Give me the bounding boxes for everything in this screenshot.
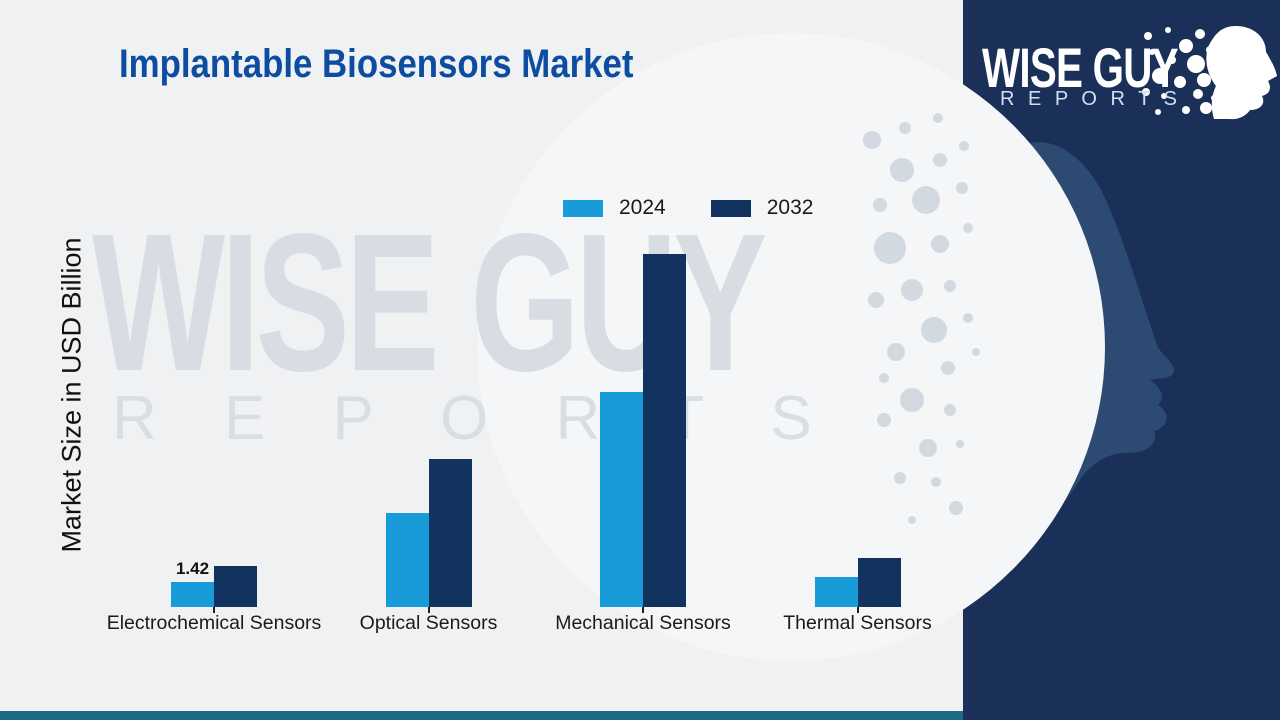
x-tick-electrochemical-sensors — [213, 607, 215, 613]
bar-2024-mechanical-sensors — [600, 391, 643, 607]
legend-swatch-2032 — [710, 199, 751, 217]
watermark-wordmark-sub: R E P O R T S — [112, 384, 837, 453]
x-tick-thermal-sensors — [856, 607, 859, 613]
legend-item-2032: 2032 — [710, 196, 814, 220]
bar-2032-mechanical-sensors — [643, 254, 686, 607]
category-label-mechanical-sensors: Mechanical Sensors — [555, 612, 731, 634]
bar-2032-thermal-sensors — [857, 557, 901, 607]
bar-value-label: 1.42 — [175, 558, 210, 578]
brand-wordmark: WISE GUY — [982, 36, 1179, 99]
legend-label-2032: 2032 — [766, 196, 814, 219]
bar-2032-optical-sensors — [428, 458, 472, 607]
brand-wordmark-sub: R E P O R T S — [1000, 88, 1181, 110]
category-label-thermal-sensors: Thermal Sensors — [783, 612, 932, 634]
legend-label-2024: 2024 — [619, 196, 666, 219]
watermark-dots — [863, 113, 980, 524]
page-title: Implantable Biosensors Market — [119, 42, 634, 86]
bar-2024-electrochemical-sensors — [171, 581, 214, 607]
x-tick-mechanical-sensors — [642, 607, 644, 613]
bar-2024-optical-sensors — [385, 513, 429, 607]
bottom-accent-strip — [0, 711, 1280, 720]
category-label-electrochemical-sensors: Electrochemical Sensors — [106, 612, 322, 634]
bar-2024-thermal-sensors — [814, 576, 858, 607]
bar-2032-electrochemical-sensors — [214, 566, 257, 607]
legend: 2024 2032 — [563, 196, 813, 220]
legend-item-2024: 2024 — [563, 196, 666, 220]
legend-swatch-2024 — [563, 199, 603, 217]
category-label-optical-sensors: Optical Sensors — [359, 612, 498, 634]
logo-face-icon — [1206, 26, 1277, 120]
x-tick-optical-sensors — [427, 607, 430, 613]
